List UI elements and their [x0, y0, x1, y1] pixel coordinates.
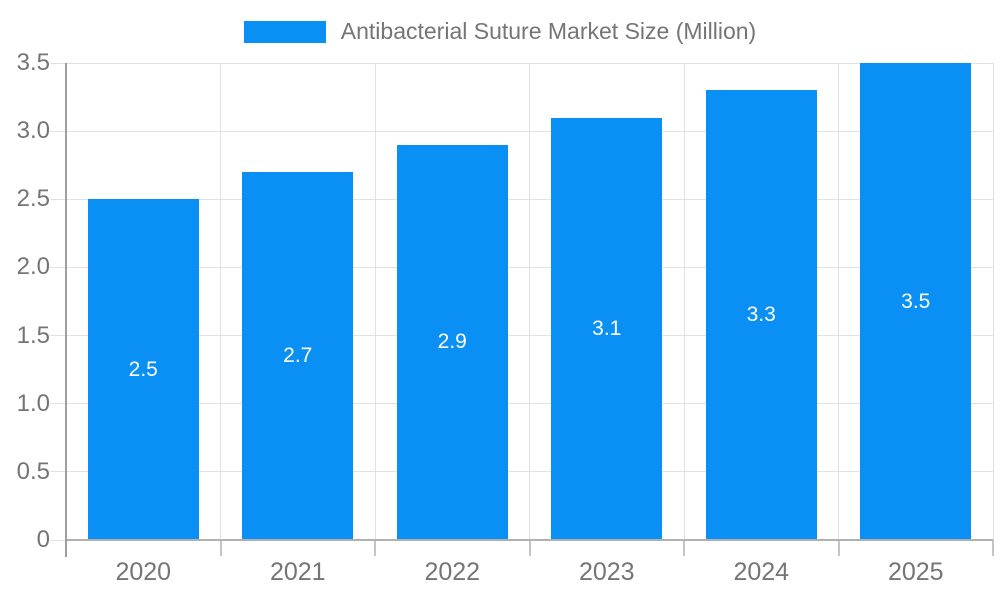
bar-value-label: 2.9: [437, 330, 467, 354]
h-gridline: [50, 266, 993, 268]
v-gridline: [838, 63, 839, 540]
bar-value-label: 3.5: [901, 289, 931, 313]
bar: 2.9: [396, 144, 508, 540]
v-gridline: [220, 63, 221, 540]
bar: 3.5: [860, 63, 972, 540]
h-gridline: [50, 62, 993, 64]
x-tick-label: 2022: [424, 558, 481, 586]
h-gridline: [50, 403, 993, 405]
y-axis-line: [65, 63, 67, 557]
bar-value-label: 3.1: [592, 316, 622, 340]
y-tick-label: 2.5: [16, 185, 50, 213]
h-gridline: [50, 198, 993, 200]
x-tick: [528, 540, 531, 556]
v-gridline: [683, 63, 685, 540]
y-tick-label: 1.0: [16, 389, 50, 417]
v-gridline: [374, 63, 376, 540]
x-tick: [374, 540, 376, 556]
v-gridline: [529, 63, 530, 540]
x-tick-label: 2020: [115, 558, 172, 586]
x-tick: [992, 540, 994, 556]
x-tick-label: 2023: [578, 558, 635, 586]
x-tick: [683, 540, 685, 556]
bar: 2.7: [242, 172, 354, 540]
legend-label: Antibacterial Suture Market Size (Millio…: [340, 18, 757, 44]
x-axis-line: [66, 539, 993, 541]
bar-value-label: 3.3: [746, 303, 776, 327]
x-tick: [219, 540, 222, 556]
y-tick-label: 1.5: [16, 321, 50, 349]
v-gridline: [992, 63, 994, 540]
bar: 2.5: [87, 199, 199, 540]
h-gridline: [50, 130, 993, 132]
y-tick-label: 3.0: [16, 117, 50, 145]
legend-swatch: [243, 20, 326, 43]
legend: Antibacterial Suture Market Size (Millio…: [0, 18, 1000, 45]
bar-value-label: 2.7: [283, 344, 313, 367]
x-tick-label: 2021: [269, 558, 326, 586]
h-gridline: [50, 471, 993, 473]
x-tick: [837, 540, 840, 556]
bar-value-label: 2.5: [128, 357, 158, 381]
y-tick-label: 0: [36, 526, 50, 553]
bar: 3.1: [551, 117, 663, 540]
y-tick-label: 3.5: [16, 49, 50, 76]
y-tick-label: 2.0: [16, 253, 50, 281]
h-gridline: [50, 335, 993, 337]
x-tick-label: 2024: [733, 558, 790, 586]
bar: 3.3: [705, 90, 817, 540]
x-tick-label: 2025: [887, 558, 944, 586]
y-tick-label: 0.5: [16, 457, 50, 485]
